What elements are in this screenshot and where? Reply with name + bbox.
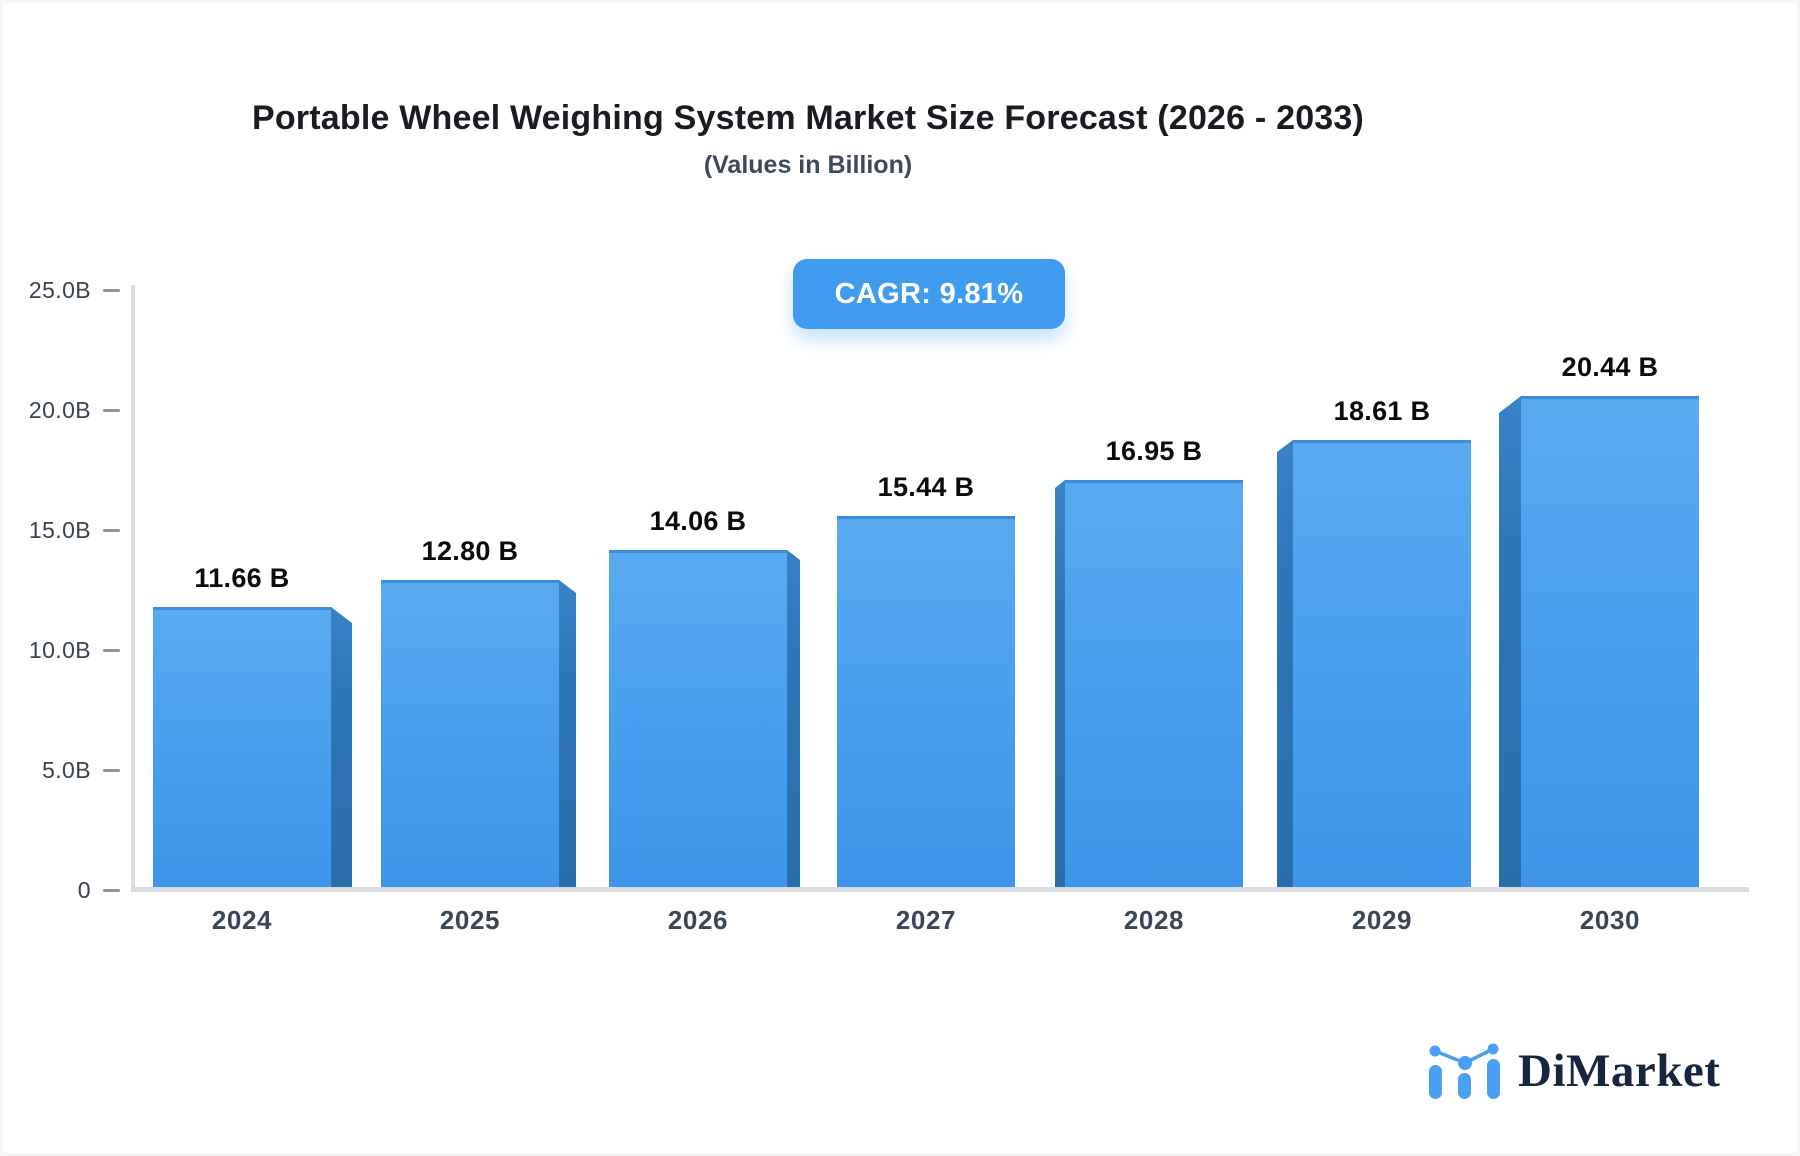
y-tick-label: 5.0B [42,757,91,783]
x-axis-label-2025: 2025 [439,905,501,935]
bar-line-chart-icon [1429,1043,1500,1099]
y-tick-label: 20.0B [28,397,91,423]
chart-subtitle: (Values in Billion) [703,151,913,179]
bar-value-2025: 12.80 B [421,536,519,566]
bar-3d-side-2024 [331,607,352,887]
x-axis-label-2027: 2027 [895,905,957,935]
cagr-badge: CAGR: 9.81% [793,259,1065,329]
bar-value-2026: 14.06 B [649,506,747,536]
bar-value-2030: 20.44 B [1561,352,1659,382]
y-tick-label: 0 [77,877,91,903]
bar-3d-side-2025 [559,580,576,887]
x-axis-label-2029: 2029 [1351,905,1413,935]
y-tick-label: 25.0B [28,277,91,303]
y-tick-mark [103,289,120,292]
bar-value-2029: 18.61 B [1333,396,1431,426]
bar-3d-side-2028 [1055,480,1065,887]
bar-value-2028: 16.95 B [1105,436,1203,466]
bar-2029 [1293,440,1471,887]
y-tick-label: 15.0B [28,517,91,543]
chart-title: Portable Wheel Weighing System Market Si… [251,99,1365,137]
bar-3d-side-2029 [1277,440,1293,887]
bar-2028 [1065,480,1243,887]
y-tick-label: 10.0B [28,637,91,663]
x-axis-label-2030: 2030 [1579,905,1641,935]
logo-text: DiMarket [1518,1045,1721,1097]
y-tick-mark [103,889,120,892]
bar-2025 [381,580,559,887]
x-axis-label-2028: 2028 [1123,905,1185,935]
bar-value-2027: 15.44 B [877,472,975,502]
x-axis-line [131,887,1749,892]
x-axis-label-2026: 2026 [667,905,729,935]
x-axis-label-2024: 2024 [211,905,273,935]
bar-2026 [609,550,787,887]
bar-3d-side-2026 [787,550,800,887]
y-tick-mark [103,769,120,772]
bar-value-2024: 11.66 B [194,563,290,593]
y-tick-mark [103,649,120,652]
y-tick-mark [103,529,120,532]
bar-3d-side-2030 [1499,396,1521,887]
plot-area: 25.0B 20.0B 15.0B 10.0B 5.0B 0 11.66 B 12.80 B… [3,3,1797,1153]
dimarket-logo: DiMarket [1427,1039,1720,1103]
y-axis-line [131,285,135,889]
y-tick-mark [103,409,120,412]
bar-2027 [837,516,1015,887]
bar-2030 [1521,396,1699,887]
bar-2024 [153,607,331,887]
